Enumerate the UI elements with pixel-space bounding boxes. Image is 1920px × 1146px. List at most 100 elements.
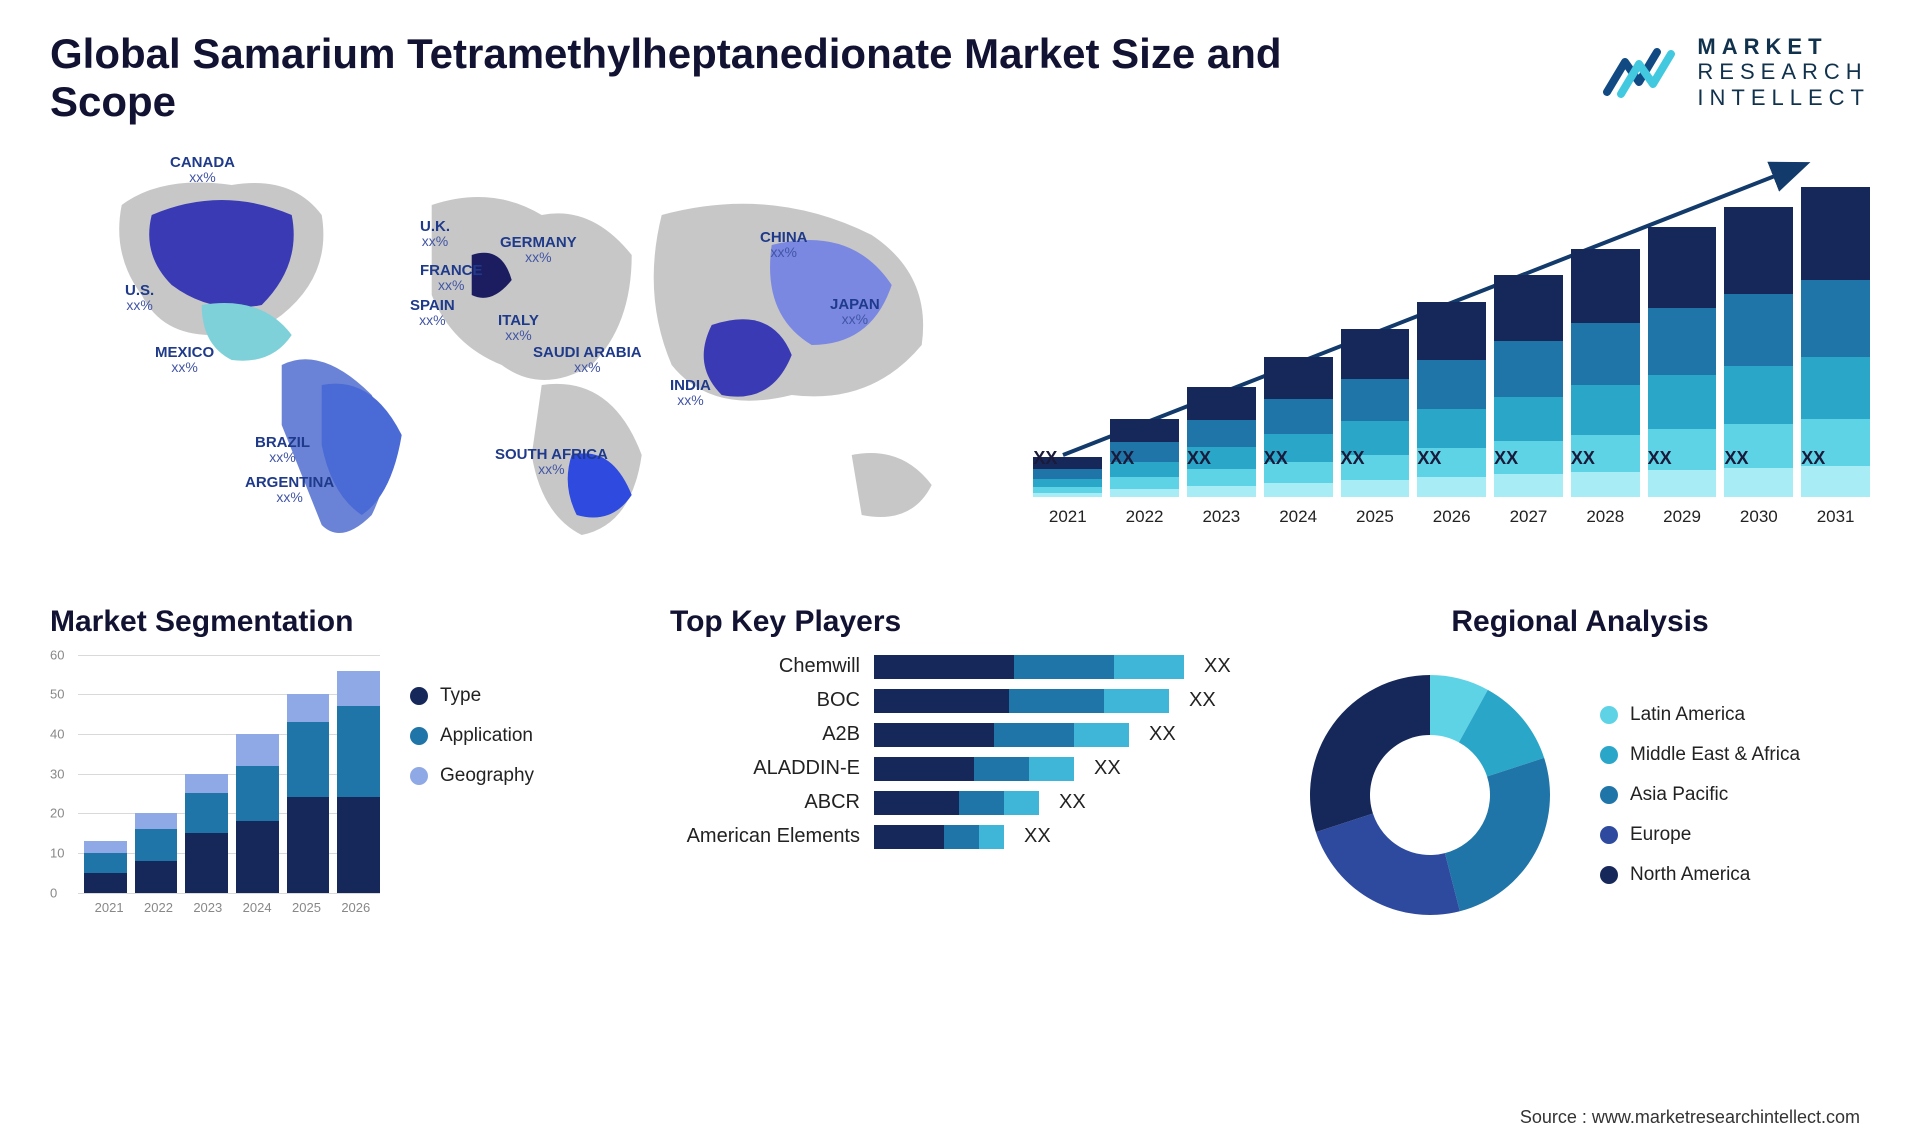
year-label: 2024 [1279,507,1317,527]
y-tick: 40 [50,726,64,741]
segmentation-chart: 0102030405060 202120222023202420252026 [50,655,380,915]
country-label: SOUTH AFRICAxx% [495,447,608,477]
year-label: 2021 [95,900,124,915]
legend-item: North America [1600,864,1800,886]
year-label: 2025 [1356,507,1394,527]
growth-bar: XX2023 [1187,387,1256,527]
player-row: BOCXX [670,689,1250,713]
year-label: 2022 [1126,507,1164,527]
legend-item: Europe [1600,824,1800,846]
country-label: U.K.xx% [420,219,450,249]
player-row: A2B XX [670,723,1250,747]
country-label: GERMANYxx% [500,235,577,265]
regional-title: Regional Analysis [1290,605,1870,639]
legend-item: Asia Pacific [1600,784,1800,806]
segmentation-bar [84,841,127,893]
donut-segment [1316,813,1460,914]
player-name: ALADDIN-E [670,757,860,780]
player-name: BOC [670,689,860,712]
logo-text-2: RESEARCH [1697,59,1870,84]
bar-value-label: XX [1648,448,1672,469]
segmentation-bar [135,813,178,892]
growth-bar: XX 2025 [1341,329,1410,527]
country-label: JAPANxx% [830,297,880,327]
world-map: CANADAxx%U.S.xx%MEXICOxx%BRAZILxx%ARGENT… [50,145,993,565]
segmentation-legend: Type Application Geography [410,655,534,915]
segmentation-bar [337,671,380,893]
segmentation-bar [236,734,279,893]
y-tick: 20 [50,806,64,821]
player-value: XX [1059,791,1086,814]
growth-bar: XX2021 [1033,457,1102,527]
page-title: Global Samarium Tetramethylheptanedionat… [50,30,1400,127]
legend-item: Application [410,725,534,747]
regional-legend: Latin AmericaMiddle East & AfricaAsia Pa… [1600,704,1800,886]
player-row: ALADDIN-E XX [670,757,1250,781]
segmentation-bar [185,774,228,893]
country-label: BRAZILxx% [255,435,310,465]
bar-value-label: XX [1724,448,1748,469]
player-bar [874,689,1169,713]
player-bar [874,757,1074,781]
bar-value-label: XX [1264,448,1288,469]
year-label: 2026 [1433,507,1471,527]
y-tick: 0 [50,885,57,900]
player-value: XX [1094,757,1121,780]
growth-bar: XX2027 [1494,275,1563,527]
regional-panel: Regional Analysis Latin AmericaMiddle Ea… [1290,605,1870,935]
country-label: ARGENTINAxx% [245,475,334,505]
year-label: 2030 [1740,507,1778,527]
source-attribution: Source : www.marketresearchintellect.com [1520,1107,1860,1128]
y-tick: 50 [50,687,64,702]
country-label: SAUDI ARABIAxx% [533,345,642,375]
player-value: XX [1024,825,1051,848]
country-label: SPAINxx% [410,298,455,328]
donut-segment [1445,758,1550,911]
y-tick: 30 [50,766,64,781]
player-bar [874,723,1129,747]
player-row: ABCRXX [670,791,1250,815]
player-value: XX [1149,723,1176,746]
player-value: XX [1204,655,1231,678]
country-label: FRANCExx% [420,263,483,293]
player-name: A2B [670,723,860,746]
legend-item: Geography [410,765,534,787]
growth-bar: XX2029 [1648,227,1717,527]
year-label: 2031 [1817,507,1855,527]
growth-bar: XX2022 [1110,419,1179,527]
player-bar [874,655,1184,679]
growth-bar: XX 2030 [1724,207,1793,527]
player-name: American Elements [670,825,860,848]
player-bar [874,825,1004,849]
segmentation-bar [287,694,330,892]
bar-value-label: XX [1341,448,1365,469]
player-name: Chemwill [670,655,860,678]
growth-bar: XX 2031 [1801,187,1870,527]
y-tick: 10 [50,845,64,860]
logo-icon [1603,42,1683,102]
regional-donut-chart [1290,655,1570,935]
legend-item: Middle East & Africa [1600,744,1800,766]
y-tick: 60 [50,647,64,662]
country-label: ITALYxx% [498,313,539,343]
segmentation-title: Market Segmentation [50,605,630,639]
brand-logo: MARKET RESEARCH INTELLECT [1603,30,1870,110]
bar-value-label: XX [1417,448,1441,469]
country-label: MEXICOxx% [155,345,214,375]
country-label: CHINAxx% [760,230,808,260]
country-label: CANADAxx% [170,155,235,185]
country-label: INDIAxx% [670,378,711,408]
key-players-panel: Top Key Players ChemwillXXBOCXXA2BXXALAD… [670,605,1250,935]
player-bar [874,791,1039,815]
year-label: 2023 [193,900,222,915]
legend-item: Type [410,685,534,707]
player-row: Chemwill XX [670,655,1250,679]
bar-value-label: XX [1571,448,1595,469]
bar-value-label: XX [1033,448,1057,469]
key-players-title: Top Key Players [670,605,1250,639]
bar-value-label: XX [1801,448,1825,469]
key-players-chart: ChemwillXXBOCXXA2BXXALADDIN-EXXABCRXXAme… [670,655,1250,849]
year-label: 2021 [1049,507,1087,527]
growth-bar-chart: XX2021XX2022XX2023XX2024XX2025XX2026XX20… [1033,145,1870,565]
year-label: 2022 [144,900,173,915]
